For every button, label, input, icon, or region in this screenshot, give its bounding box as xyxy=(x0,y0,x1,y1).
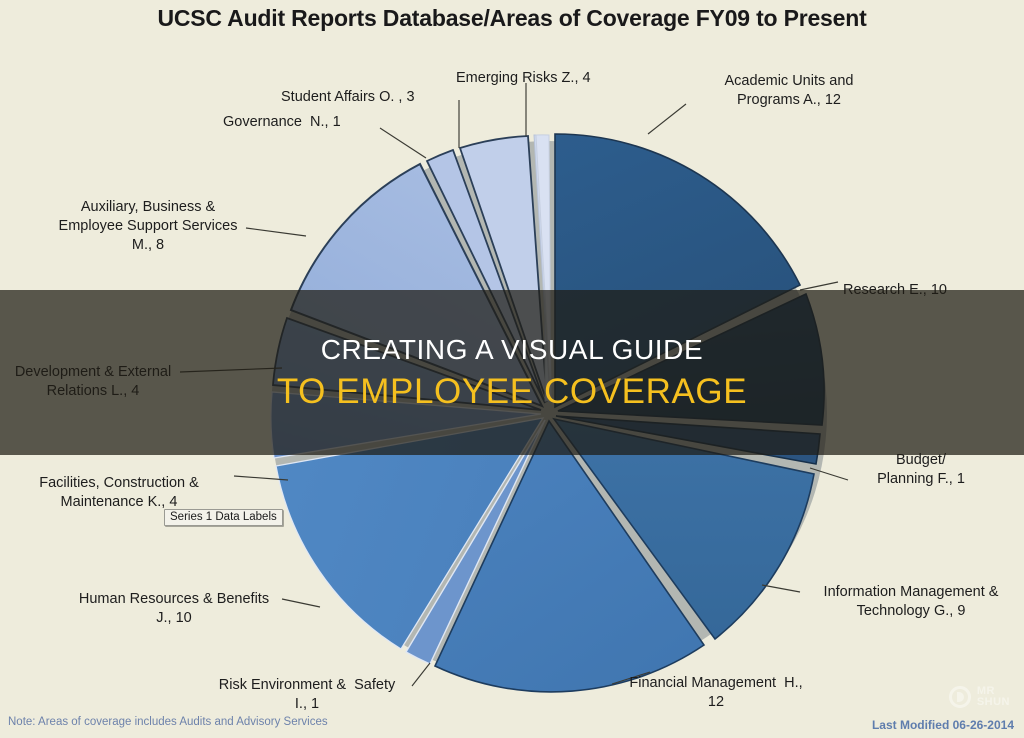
overlay-caption: CREATING A VISUAL GUIDE TO EMPLOYEE COVE… xyxy=(0,290,1024,455)
overlay-line-2: TO EMPLOYEE COVERAGE xyxy=(276,371,748,411)
slice-label-budget-planning: Budget/ Planning F., 1 xyxy=(877,452,965,488)
slice-label-facilities-construction: Facilities, Construction & Maintenance K… xyxy=(39,475,199,511)
slice-label-auxiliary-business: Auxiliary, Business & Employee Support S… xyxy=(58,199,238,254)
slice-label-academic-units: Academic Units and Programs A., 12 xyxy=(724,73,854,109)
watermark-line-1: MR xyxy=(976,685,995,697)
slice-label-emerging-risks: Emerging Risks Z., 4 xyxy=(456,70,591,86)
overlay-band xyxy=(0,290,1024,455)
overlay-line-1: CREATING A VISUAL GUIDE xyxy=(320,333,704,365)
pie-slice-financial-management[interactable] xyxy=(433,419,706,693)
slice-label-student-affairs: Student Affairs O. , 3 xyxy=(281,89,415,105)
footnote: Note: Areas of coverage includes Audits … xyxy=(8,716,328,728)
page-title: UCSC Audit Reports Database/Areas of Cov… xyxy=(157,5,867,31)
last-modified: Last Modified 06-26-2014 xyxy=(871,718,1014,732)
watermark: MR SHUN xyxy=(948,685,1010,709)
pie-slice-human-resources[interactable] xyxy=(275,417,545,650)
slice-label-financial-management: Financial Management H., 12 xyxy=(629,675,803,711)
slice-label-governance: Governance N., 1 xyxy=(223,114,341,130)
watermark-line-2: SHUN xyxy=(976,696,1010,709)
slice-label-human-resources: Human Resources & Benefits J., 10 xyxy=(78,591,270,627)
watermark-text: MR SHUN xyxy=(976,685,1010,709)
watermark-logo-icon xyxy=(948,686,971,709)
slice-label-risk-environment: Risk Environment & Safety I., 1 xyxy=(218,677,396,713)
data-labels-tooltip: Series 1 Data Labels xyxy=(164,509,283,526)
slice-label-information-management: Information Management & Technology G., … xyxy=(823,584,999,620)
pie-slice-information-management[interactable] xyxy=(552,417,815,641)
